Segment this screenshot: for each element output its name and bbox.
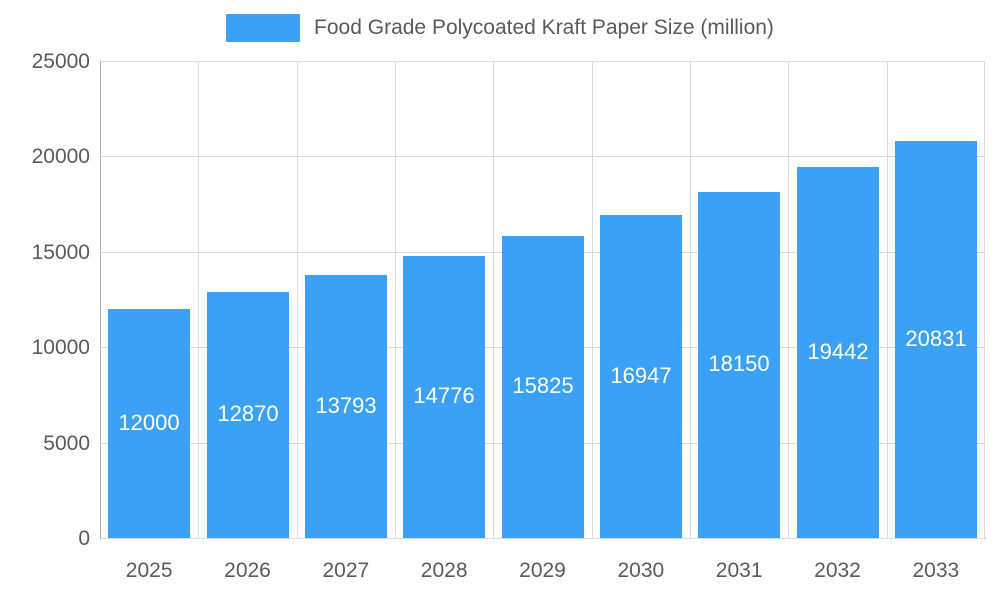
gridline-vertical xyxy=(198,61,199,538)
bar-value-label: 13793 xyxy=(315,392,377,418)
bar-value-label: 15825 xyxy=(512,373,574,398)
y-axis-line xyxy=(100,61,101,539)
x-axis-tick-label: 2027 xyxy=(322,559,370,582)
y-axis-tick-label: 25000 xyxy=(31,50,90,73)
y-axis-tick-label: 15000 xyxy=(31,240,90,264)
y-axis-tick-label: 10000 xyxy=(31,336,90,360)
gridline-horizontal xyxy=(100,61,985,62)
bar-value-label: 19442 xyxy=(807,338,869,364)
y-axis-tick-label: 0 xyxy=(78,527,90,550)
bar-value-label: 12870 xyxy=(217,401,279,426)
legend-color-swatch xyxy=(226,14,301,42)
x-axis-tick-label: 2028 xyxy=(420,559,468,582)
bar-value-label: 20831 xyxy=(905,325,967,351)
y-axis-tick-label: 5000 xyxy=(43,431,90,455)
gridline-vertical xyxy=(297,61,298,538)
gridline-vertical xyxy=(690,61,691,538)
x-axis-tick-label: 2031 xyxy=(715,559,763,582)
bar[interactable]: 12000 xyxy=(108,309,190,538)
bar-value-label: 12000 xyxy=(118,409,180,435)
gridline-horizontal xyxy=(100,156,985,157)
x-axis-tick-label: 2032 xyxy=(814,559,861,582)
gridline-vertical xyxy=(887,61,888,538)
bar-value-label: 16947 xyxy=(610,362,672,388)
gridline-horizontal xyxy=(100,538,985,539)
bar[interactable]: 13793 xyxy=(305,275,387,538)
bar[interactable]: 20831 xyxy=(895,141,977,538)
plot-area: 12000 12870 13793 14776 15825 16947 18150 19442… xyxy=(100,61,985,539)
gridline-vertical xyxy=(493,61,494,538)
x-axis-tick-label: 2030 xyxy=(617,559,665,582)
gridline-vertical xyxy=(984,61,985,538)
bar-value-label: 18150 xyxy=(708,351,770,376)
x-axis-tick-label: 2026 xyxy=(224,559,271,582)
chart-legend: Food Grade Polycoated Kraft Paper Size (… xyxy=(0,14,1000,42)
gridline-vertical xyxy=(592,61,593,538)
y-axis-tick-labels: 0 5000 10000 15000 20000 25000 xyxy=(0,0,90,600)
bar[interactable]: 16947 xyxy=(600,215,682,538)
bar[interactable]: 19442 xyxy=(797,167,879,538)
y-axis-tick-label: 20000 xyxy=(31,145,90,169)
bar[interactable]: 12870 xyxy=(207,292,289,538)
x-axis-tick-label: 2033 xyxy=(912,559,960,582)
x-axis-tick-label: 2029 xyxy=(519,559,566,582)
bar[interactable]: 14776 xyxy=(403,256,485,538)
bar-value-label: 14776 xyxy=(413,383,475,408)
gridline-vertical xyxy=(788,61,789,538)
bar[interactable]: 15825 xyxy=(502,236,584,538)
bar[interactable]: 18150 xyxy=(698,192,780,538)
gridline-vertical xyxy=(395,61,396,538)
x-axis-tick-label: 2025 xyxy=(125,559,173,582)
legend-label: Food Grade Polycoated Kraft Paper Size (… xyxy=(314,16,774,39)
